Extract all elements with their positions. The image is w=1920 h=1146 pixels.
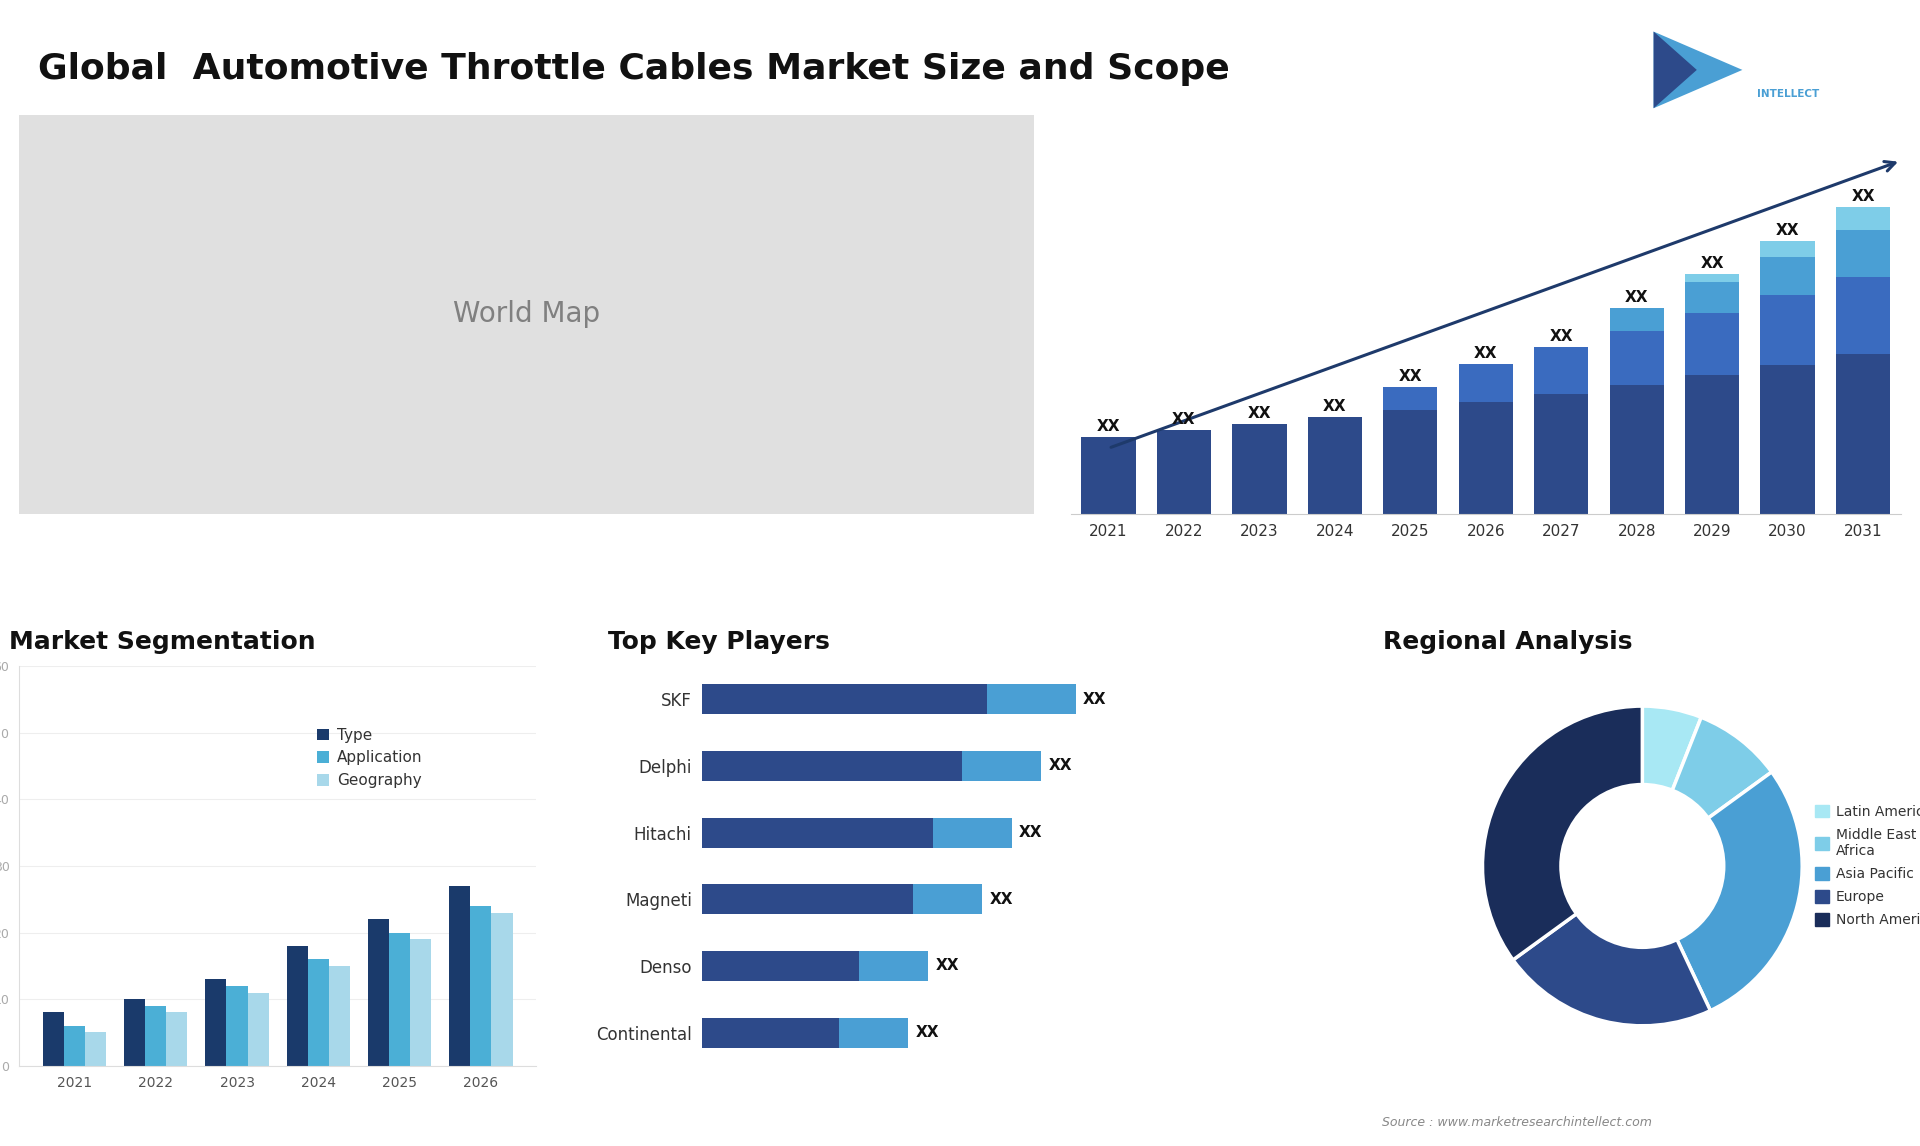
- Bar: [1459, 402, 1513, 515]
- Bar: [914, 885, 983, 915]
- Bar: [701, 684, 987, 714]
- Text: XX: XX: [1475, 346, 1498, 361]
- Text: XX: XX: [1398, 369, 1423, 384]
- Bar: [470, 906, 492, 1066]
- Bar: [205, 979, 227, 1066]
- Bar: [839, 1018, 908, 1047]
- Bar: [1609, 308, 1665, 331]
- Bar: [1459, 363, 1513, 402]
- Bar: [411, 940, 432, 1066]
- Text: XX: XX: [1549, 329, 1572, 344]
- Bar: [1534, 394, 1588, 515]
- Bar: [1686, 274, 1740, 282]
- Text: XX: XX: [1083, 692, 1106, 707]
- Text: Market Segmentation: Market Segmentation: [10, 630, 315, 654]
- Bar: [492, 912, 513, 1066]
- Text: XX: XX: [1248, 406, 1271, 421]
- Bar: [1382, 387, 1438, 410]
- Text: XX: XX: [935, 958, 958, 973]
- Bar: [701, 751, 962, 780]
- Bar: [1761, 296, 1814, 366]
- Wedge shape: [1482, 706, 1642, 960]
- Bar: [390, 933, 411, 1066]
- Bar: [1686, 282, 1740, 313]
- Wedge shape: [1642, 706, 1701, 866]
- Text: XX: XX: [1020, 825, 1043, 840]
- Bar: [227, 986, 248, 1066]
- Text: INTELLECT: INTELLECT: [1757, 89, 1818, 99]
- Bar: [307, 959, 328, 1066]
- Bar: [369, 919, 390, 1066]
- Text: XX: XX: [1323, 399, 1346, 414]
- Bar: [1609, 331, 1665, 385]
- Bar: [42, 1013, 63, 1066]
- Bar: [328, 966, 349, 1066]
- Bar: [1081, 437, 1135, 515]
- Text: XX: XX: [1624, 290, 1649, 305]
- Legend: Latin America, Middle East &
Africa, Asia Pacific, Europe, North America: Latin America, Middle East & Africa, Asi…: [1809, 799, 1920, 933]
- Bar: [1836, 354, 1889, 515]
- Text: XX: XX: [1096, 418, 1119, 433]
- Bar: [933, 817, 1012, 848]
- Polygon shape: [1653, 32, 1697, 108]
- Bar: [1609, 385, 1665, 515]
- Bar: [167, 1013, 188, 1066]
- Text: XX: XX: [989, 892, 1014, 906]
- Bar: [1156, 431, 1212, 515]
- Text: Regional Analysis: Regional Analysis: [1382, 630, 1632, 654]
- Polygon shape: [1653, 32, 1741, 108]
- Bar: [1836, 276, 1889, 354]
- Bar: [1233, 424, 1286, 515]
- Bar: [701, 1018, 839, 1047]
- Bar: [84, 1033, 106, 1066]
- Text: XX: XX: [916, 1026, 939, 1041]
- Text: Global  Automotive Throttle Cables Market Size and Scope: Global Automotive Throttle Cables Market…: [38, 52, 1231, 86]
- Bar: [701, 951, 858, 981]
- Text: XX: XX: [1776, 222, 1799, 238]
- Bar: [1836, 230, 1889, 276]
- Text: Top Key Players: Top Key Players: [609, 630, 829, 654]
- Bar: [1761, 257, 1814, 296]
- Bar: [1686, 375, 1740, 515]
- Bar: [962, 751, 1041, 780]
- Bar: [1534, 347, 1588, 394]
- Text: XX: XX: [1171, 413, 1196, 427]
- Text: XX: XX: [1048, 759, 1071, 774]
- Text: World Map: World Map: [453, 300, 601, 329]
- Text: MARKET: MARKET: [1757, 41, 1805, 50]
- Bar: [1382, 410, 1438, 515]
- Bar: [449, 886, 470, 1066]
- Text: XX: XX: [1701, 257, 1724, 272]
- Text: XX: XX: [1851, 189, 1874, 204]
- Bar: [701, 817, 933, 848]
- Bar: [63, 1026, 84, 1066]
- Wedge shape: [1642, 717, 1772, 866]
- Bar: [146, 1006, 167, 1066]
- Text: RESEARCH: RESEARCH: [1757, 65, 1818, 74]
- Wedge shape: [1642, 772, 1803, 1011]
- Legend: Type, Application, Geography: Type, Application, Geography: [311, 722, 428, 794]
- Bar: [248, 992, 269, 1066]
- Text: Source : www.marketresearchintellect.com: Source : www.marketresearchintellect.com: [1382, 1116, 1653, 1129]
- Bar: [701, 885, 914, 915]
- Bar: [1308, 417, 1361, 515]
- Wedge shape: [1513, 866, 1711, 1026]
- Bar: [1686, 313, 1740, 375]
- Bar: [987, 684, 1075, 714]
- Bar: [125, 999, 146, 1066]
- Bar: [1761, 241, 1814, 257]
- Bar: [858, 951, 927, 981]
- Bar: [1761, 366, 1814, 515]
- Bar: [286, 945, 307, 1066]
- Bar: [1836, 206, 1889, 230]
- Circle shape: [1559, 783, 1726, 949]
